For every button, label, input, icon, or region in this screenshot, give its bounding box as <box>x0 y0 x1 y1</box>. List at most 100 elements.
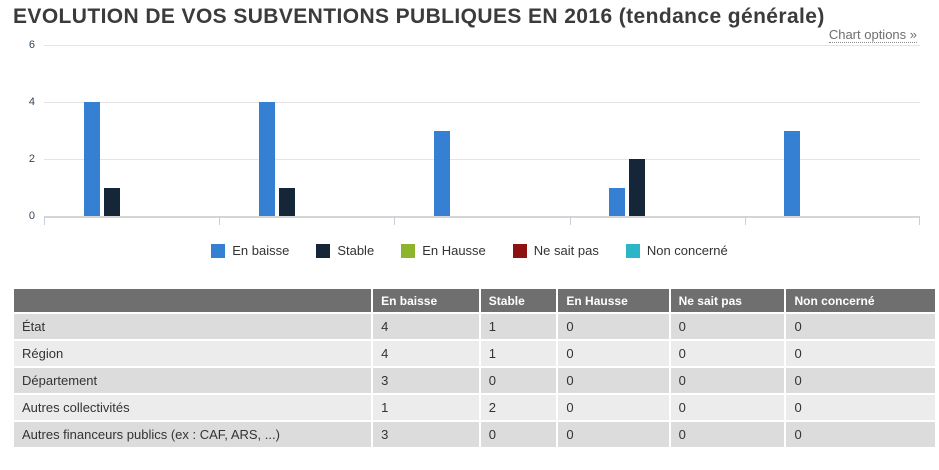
results-table: En baisse Stable En Hausse Ne sait pas Non c… <box>12 287 937 449</box>
table-row: État 4 1 0 0 0 <box>14 314 935 339</box>
value-cell: 0 <box>670 395 785 420</box>
bar-slot <box>102 45 122 216</box>
y-axis-label: 6 <box>28 39 35 51</box>
table-row: Région 4 1 0 0 0 <box>14 341 935 366</box>
value-cell: 0 <box>670 368 785 393</box>
value-cell: 0 <box>670 341 785 366</box>
value-cell: 0 <box>786 368 935 393</box>
x-axis-tick <box>219 216 221 225</box>
x-axis-tick <box>919 216 920 225</box>
value-cell: 0 <box>786 314 935 339</box>
gridline <box>44 45 920 46</box>
value-cell: 4 <box>373 314 479 339</box>
legend-label: En baisse <box>232 243 290 258</box>
chart-bar[interactable] <box>83 102 100 216</box>
table-header-cell <box>14 289 372 312</box>
value-cell: 0 <box>558 368 669 393</box>
legend-swatch <box>211 243 226 258</box>
x-axis-tick <box>569 216 571 225</box>
bar-slot <box>257 45 277 216</box>
bar-slot <box>607 45 627 216</box>
legend-item[interactable]: Non concerné <box>625 243 728 258</box>
row-label-cell: Autres collectivités <box>14 395 372 420</box>
legend-swatch <box>401 243 416 258</box>
bar-slot <box>82 45 102 216</box>
value-cell: 0 <box>558 422 669 447</box>
chart-legend: En baisse Stable En Hausse Ne sait pas Non c… <box>0 243 939 258</box>
chart-bar[interactable] <box>434 130 450 216</box>
value-cell: 0 <box>786 422 935 447</box>
row-label-cell: Autres financeurs publics (ex : CAF, ARS… <box>14 422 372 447</box>
bar-slot <box>162 45 182 216</box>
value-cell: 1 <box>373 395 479 420</box>
chart-bar[interactable] <box>278 187 295 216</box>
chart-bar[interactable] <box>784 130 801 216</box>
table-header-cell: Non concerné <box>786 289 935 312</box>
page-title: EVOLUTION DE VOS SUBVENTIONS PUBLIQUES E… <box>13 5 825 28</box>
row-label-cell: Région <box>14 341 372 366</box>
legend-label: Stable <box>337 243 375 258</box>
table-row: Autres financeurs publics (ex : CAF, ARS… <box>14 422 935 447</box>
legend-item[interactable]: Ne sait pas <box>512 243 599 258</box>
plot-area <box>44 45 920 225</box>
bar-slot <box>842 45 862 216</box>
chart-bar[interactable] <box>609 187 626 216</box>
row-label-cell: Département <box>14 368 372 393</box>
value-cell: 0 <box>558 341 669 366</box>
bar-group <box>219 45 394 216</box>
bar-group <box>394 45 569 216</box>
value-cell: 1 <box>480 314 557 339</box>
legend-item[interactable]: En baisse <box>211 243 289 258</box>
bar-slot <box>317 45 337 216</box>
bar-slot <box>512 45 532 216</box>
bar-slot <box>802 45 822 216</box>
bar-slot <box>492 45 512 216</box>
value-cell: 4 <box>373 341 479 366</box>
x-axis-tick <box>744 216 746 225</box>
chart-options-link[interactable]: Chart options » <box>828 27 917 43</box>
table-row: Département 3 0 0 0 0 <box>14 368 935 393</box>
bar-slot <box>822 45 842 216</box>
bar-group <box>745 45 920 216</box>
gridline <box>44 216 920 218</box>
chart-bar[interactable] <box>258 102 275 216</box>
table-header-cell: Ne sait pas <box>670 289 785 312</box>
legend-item[interactable]: En Hausse <box>401 243 486 258</box>
value-cell: 0 <box>786 395 935 420</box>
bar-group <box>570 45 745 216</box>
gridline <box>44 159 920 160</box>
value-cell: 0 <box>558 395 669 420</box>
table-row: Autres collectivités 1 2 0 0 0 <box>14 395 935 420</box>
chart-bar[interactable] <box>103 187 120 216</box>
value-cell: 1 <box>480 341 557 366</box>
value-cell: 0 <box>670 422 785 447</box>
value-cell: 0 <box>480 422 557 447</box>
legend-swatch <box>512 243 527 258</box>
chart-bar[interactable] <box>629 159 646 216</box>
table-header-cell: En Hausse <box>558 289 669 312</box>
gridline <box>44 102 920 103</box>
legend-swatch <box>316 243 331 258</box>
bar-slot <box>297 45 317 216</box>
bar-group <box>44 45 219 216</box>
y-axis-label: 2 <box>28 153 35 165</box>
bar-slot <box>452 45 472 216</box>
bar-slot <box>277 45 297 216</box>
bar-slot <box>472 45 492 216</box>
y-axis-label: 4 <box>28 96 35 108</box>
bar-slot <box>142 45 162 216</box>
table-header-cell: Stable <box>480 289 557 312</box>
legend-item[interactable]: Stable <box>316 243 374 258</box>
bar-groups <box>44 45 920 216</box>
bar-slot <box>627 45 647 216</box>
value-cell: 2 <box>480 395 557 420</box>
y-axis: 0 2 4 6 <box>0 39 35 222</box>
legend-label: En Hausse <box>422 243 486 258</box>
x-axis-tick <box>394 216 396 225</box>
value-cell: 0 <box>558 314 669 339</box>
bar-slot <box>687 45 707 216</box>
bar-slot <box>862 45 882 216</box>
bar-slot <box>647 45 667 216</box>
bar-slot <box>432 45 452 216</box>
table-header-row: En baisse Stable En Hausse Ne sait pas Non c… <box>14 289 935 312</box>
